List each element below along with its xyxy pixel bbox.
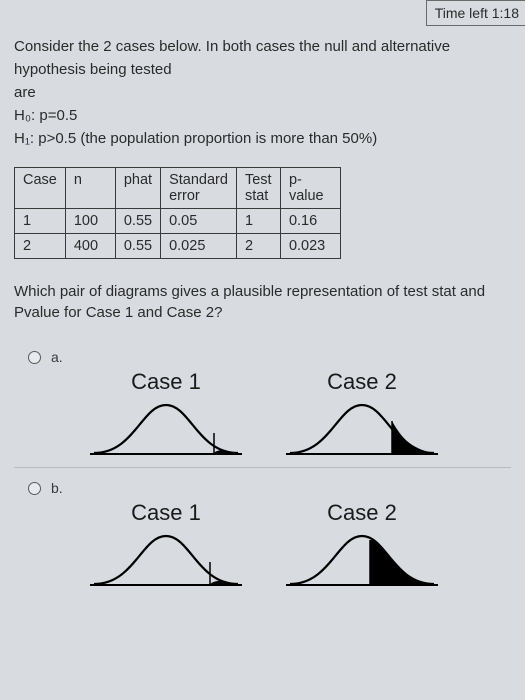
curve-b-case1 [86, 530, 246, 592]
stem-line-3: are [14, 82, 511, 103]
stem-line-1: Consider the 2 cases below. In both case… [14, 36, 511, 57]
followup-question: Which pair of diagrams gives a plausible… [14, 281, 511, 323]
table-row: 1 100 0.55 0.05 1 0.16 [15, 209, 341, 234]
question-stem: Consider the 2 cases below. In both case… [14, 36, 511, 149]
radio-b[interactable] [28, 482, 41, 495]
option-b-label: b. [51, 480, 63, 496]
th-ts: Test stat [236, 168, 280, 209]
stem-line-2: hypothesis being tested [14, 59, 511, 80]
case2-title: Case 2 [282, 369, 442, 395]
alt-hypothesis: H₁: p>0.5 (the population proportion is … [14, 128, 511, 149]
option-a-case1: Case 1 [86, 369, 246, 461]
answer-options: a. Case 1 Case 2 b. [14, 341, 511, 592]
option-a-case2: Case 2 [282, 369, 442, 461]
case2-title-b: Case 2 [282, 500, 442, 526]
curve-a-case1 [86, 399, 246, 461]
curve-a-case2 [282, 399, 442, 461]
followup-line-1: Which pair of diagrams gives a plausible… [14, 281, 511, 302]
th-phat: phat [115, 168, 160, 209]
data-table: Case n phat Standard error Test stat p-v… [14, 167, 341, 259]
time-left-text: Time left 1:18 [435, 5, 519, 21]
option-b-case1: Case 1 [86, 500, 246, 592]
option-b[interactable]: b. [14, 472, 511, 498]
table-row: 2 400 0.55 0.025 2 0.023 [15, 234, 341, 259]
case1-title-b: Case 1 [86, 500, 246, 526]
option-b-case2: Case 2 [282, 500, 442, 592]
radio-a[interactable] [28, 351, 41, 364]
th-pv: p-value [280, 168, 340, 209]
table-header-row: Case n phat Standard error Test stat p-v… [15, 168, 341, 209]
followup-line-2: Pvalue for Case 1 and Case 2? [14, 302, 511, 323]
option-a-diagrams: Case 1 Case 2 [86, 369, 511, 461]
th-se: Standard error [161, 168, 237, 209]
option-b-diagrams: Case 1 Case 2 [86, 500, 511, 592]
th-case: Case [15, 168, 66, 209]
time-left-box: Time left 1:18 [426, 0, 525, 26]
option-a[interactable]: a. [14, 341, 511, 367]
case1-title: Case 1 [86, 369, 246, 395]
th-n: n [65, 168, 115, 209]
option-a-label: a. [51, 349, 63, 365]
null-hypothesis: H₀: p=0.5 [14, 105, 511, 126]
curve-b-case2 [282, 530, 442, 592]
